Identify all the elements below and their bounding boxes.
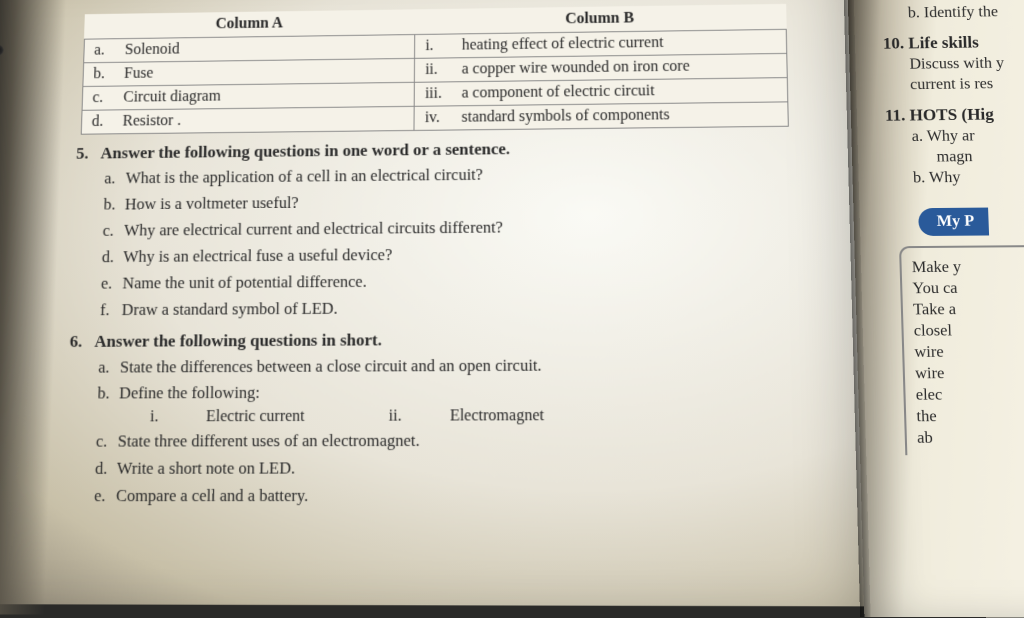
book-spread: Column A Column B a. Solenoid i. heating… xyxy=(0,0,1024,536)
partial-line: Make y xyxy=(912,258,1024,278)
partial-line: the xyxy=(916,407,1024,426)
partial-line: Discuss with y xyxy=(909,53,1024,73)
question-text: Answer the following questions in one wo… xyxy=(100,140,510,163)
list-item: e.Name the unit of potential difference. xyxy=(101,266,823,295)
question-heading: 5. Answer the following questions in one… xyxy=(76,136,820,163)
question-heading: 6. Answer the following questions in sho… xyxy=(69,328,824,352)
partial-line: Take a xyxy=(913,300,1024,319)
list-item: a.State the differences between a close … xyxy=(98,352,825,379)
question-heading: 11. HOTS (Hig xyxy=(885,103,1024,125)
partial-line: closel xyxy=(914,321,1024,340)
list-item: b.Define the following: xyxy=(97,379,826,406)
partial-line: ab xyxy=(917,429,1024,448)
list-item: d.Why is an electrical fuse a useful dev… xyxy=(102,240,823,269)
partial-line: magn xyxy=(936,147,1024,167)
question-heading: 10. Life skills xyxy=(883,31,1024,53)
partial-line: You ca xyxy=(912,279,1024,298)
list-item: f.Draw a standard symbol of LED. xyxy=(100,293,824,321)
partial-line: current is res xyxy=(910,74,1024,94)
partial-line: b. Why xyxy=(913,168,1024,188)
my-p-badge: My P xyxy=(918,208,989,236)
question-number: 5. xyxy=(76,144,98,163)
list-item: a.What is the application of a cell in a… xyxy=(104,160,820,190)
match-columns-table: Column A Column B a. Solenoid i. heating… xyxy=(81,4,789,135)
partial-line: a. Why ar xyxy=(912,126,1024,146)
partial-line: wire xyxy=(914,343,1024,362)
cell-label: iii. xyxy=(415,82,452,106)
question-number: 6. xyxy=(69,332,91,352)
sub-question-list: a.What is the application of a cell in a… xyxy=(100,160,824,322)
cell-label: i. xyxy=(415,34,452,58)
cell-text: standard symbols of components xyxy=(452,102,789,130)
cell-label: a. xyxy=(84,39,116,63)
sub-def: ii. Electromagnet xyxy=(389,407,585,426)
partial-line: wire xyxy=(915,364,1024,383)
list-item: b.How is a voltmeter useful? xyxy=(103,186,821,216)
sub-def: i. Electric current xyxy=(150,408,345,427)
cell-label: ii. xyxy=(415,58,452,82)
question-6: 6. Answer the following questions in sho… xyxy=(64,328,828,509)
cell-label: c. xyxy=(82,86,114,110)
list-item: d.Write a short note on LED. xyxy=(95,456,828,481)
cell-text: Circuit diagram xyxy=(113,82,414,110)
inline-sub-list: i. Electric current ii. Electromagnet xyxy=(150,407,826,427)
partial-line: b. Identify the xyxy=(908,2,1024,22)
tip-box: Make y You ca Take a closel wire wire el… xyxy=(899,244,1024,455)
list-item: c.Why are electrical current and electri… xyxy=(102,213,821,243)
partial-line: elec xyxy=(916,386,1024,405)
question-text: Answer the following questions in short. xyxy=(94,330,382,350)
cell-label: d. xyxy=(81,110,113,134)
cell-text: Resistor . xyxy=(113,106,415,134)
left-page: Column A Column B a. Solenoid i. heating… xyxy=(0,0,872,606)
right-page: b. Identify the 10. Life skills Discuss … xyxy=(847,0,1024,618)
question-5: 5. Answer the following questions in one… xyxy=(70,136,823,322)
list-item: c.State three different uses of an elect… xyxy=(96,428,827,454)
list-item: e.Compare a cell and a battery. xyxy=(94,483,828,508)
sub-question-list: a.State the differences between a close … xyxy=(94,352,828,509)
cell-label: b. xyxy=(83,62,115,86)
cell-label: iv. xyxy=(414,106,451,131)
